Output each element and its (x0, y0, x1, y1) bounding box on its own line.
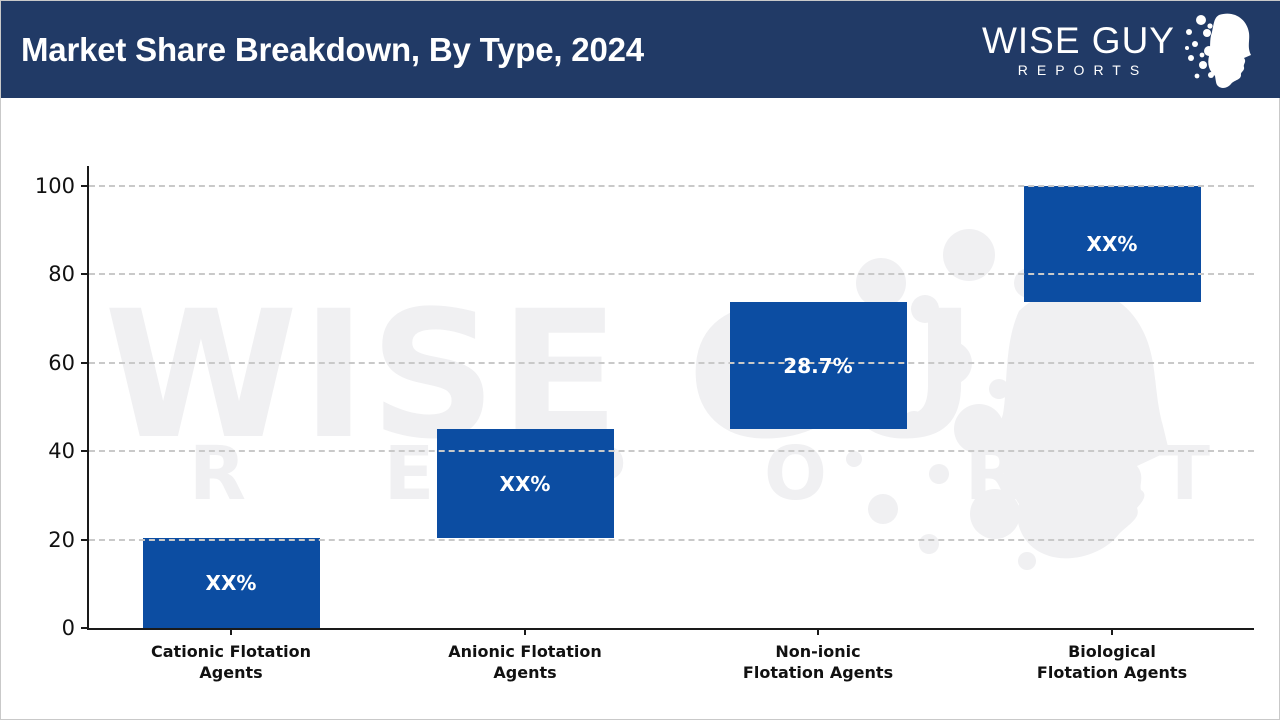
y-axis-tick-label: 60 (48, 350, 75, 375)
bar-segment-1 (142, 538, 320, 628)
x-axis-tick (817, 628, 819, 635)
y-axis-tick-label: 40 (48, 439, 75, 464)
y-axis-tick (81, 185, 88, 187)
y-axis-tick (81, 450, 88, 453)
bar-value-label: 28.7% (783, 353, 853, 378)
bar-value-label: XX% (1086, 232, 1138, 257)
y-axis-tick (81, 538, 88, 541)
category-label: Non-ionic Flotation Agents (673, 641, 963, 683)
category-label-line: Flotation Agents (742, 663, 894, 682)
x-axis-tick (1111, 628, 1113, 635)
x-axis-line (87, 628, 1254, 630)
bar-segment-2 (436, 429, 614, 539)
y-axis-tick-label: 0 (61, 616, 75, 640)
y-axis-line (87, 166, 89, 630)
logo-wordmark: WISE GUY (981, 19, 1175, 61)
bar-segment-3 (729, 302, 907, 430)
y-axis-tick-label: 100 (34, 174, 75, 198)
y-axis-tick (81, 627, 88, 629)
category-label-line: Cationic Flotation (151, 642, 311, 661)
x-axis-tick (230, 628, 232, 635)
bar-value-label: XX% (499, 471, 551, 496)
category-label: Anionic Flotation Agents (380, 641, 670, 683)
gridline-60 (89, 361, 1254, 364)
category-label: Cationic Flotation Agents (86, 641, 376, 683)
bar-segment-4 (1023, 186, 1201, 303)
x-axis-tick (524, 628, 526, 635)
category-label-line: Agents (493, 663, 557, 682)
watermark-dotted-head-icon (823, 229, 1169, 570)
dotted-head-icon (1185, 13, 1251, 88)
category-label-line: Agents (199, 663, 263, 682)
category-label: Biological Flotation Agents (967, 641, 1257, 683)
wise-guy-reports-logo: WISE GUY REPORTS (982, 10, 1253, 90)
bar-value-label: XX% (205, 571, 257, 596)
gridline-80 (89, 273, 1254, 276)
logo-subtitle: REPORTS (1017, 61, 1149, 78)
gridline-100 (89, 185, 1254, 187)
category-label-line: Non-ionic (775, 642, 861, 661)
gridline-20 (89, 538, 1254, 541)
logo-text: WISE GUY REPORTS (981, 19, 1175, 79)
category-label-line: Flotation Agents (1036, 663, 1188, 682)
y-axis-tick-label: 80 (48, 262, 75, 287)
page-title: Market Share Breakdown, By Type, 2024 (21, 30, 644, 68)
y-axis-tick-label: 20 (48, 527, 75, 552)
category-label-line: Anionic Flotation (448, 642, 602, 661)
gridline-40 (89, 450, 1254, 453)
title-bar: Market Share Breakdown, By Type, 2024 WI… (1, 1, 1280, 98)
y-axis-tick (81, 273, 88, 276)
y-axis-tick (81, 361, 88, 364)
category-label-line: Biological (1068, 642, 1156, 661)
